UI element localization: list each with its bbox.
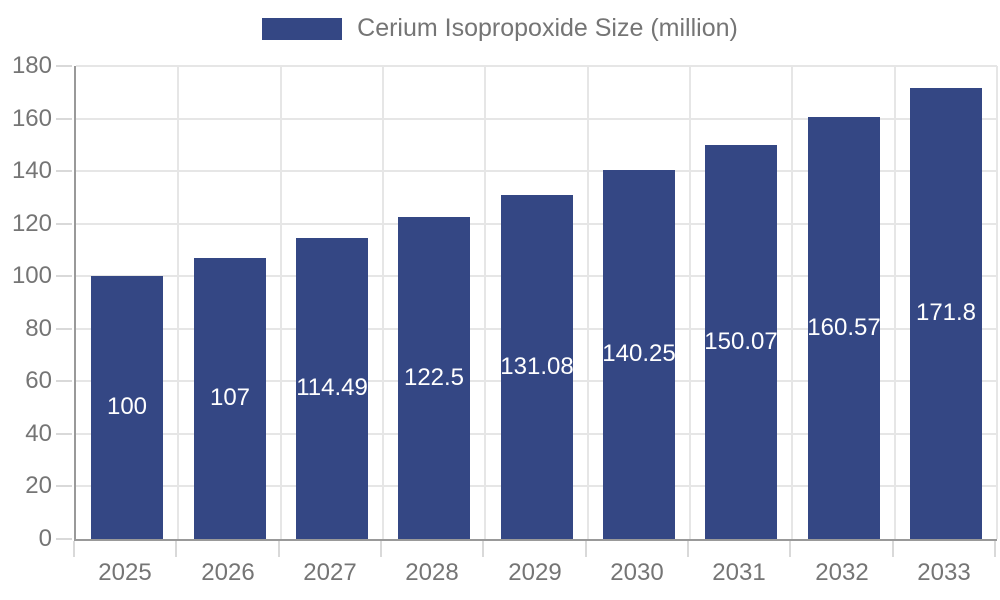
bar-2030[interactable]: 140.25 [602, 170, 676, 539]
y-axis-label: 100 [11, 262, 52, 289]
bar-2027[interactable]: 114.49 [296, 238, 368, 539]
x-axis-label: 2029 [508, 559, 562, 586]
y-axis-tick [56, 65, 72, 67]
x-axis-tick [73, 541, 75, 557]
y-axis-tick [56, 328, 72, 330]
bar-value-label: 122.5 [403, 364, 465, 391]
bar-2025[interactable]: 100 [91, 276, 163, 539]
y-axis-label: 0 [38, 525, 52, 552]
bar-2029[interactable]: 131.08 [500, 195, 574, 539]
y-axis-label: 40 [25, 420, 52, 447]
bar-value-label: 100 [106, 393, 148, 420]
x-axis-tick [994, 541, 996, 557]
x-axis-tick [175, 541, 177, 557]
x-gridline [484, 66, 486, 539]
bar-2026[interactable]: 107 [194, 258, 266, 539]
x-gridline [177, 66, 179, 539]
legend-swatch-icon [262, 17, 343, 40]
x-axis-label: 2031 [712, 559, 766, 586]
legend-label: Cerium Isopropoxide Size (million) [357, 14, 738, 42]
x-axis-label: 2027 [303, 559, 357, 586]
y-axis-label: 60 [25, 367, 52, 394]
x-axis-tick [687, 541, 689, 557]
x-axis-tick [482, 541, 484, 557]
x-axis-label: 2033 [917, 559, 971, 586]
x-axis-tick [585, 541, 587, 557]
y-axis-label: 120 [11, 210, 52, 237]
bar-value-label: 114.49 [296, 374, 368, 401]
x-gridline [382, 66, 384, 539]
x-gridline [280, 66, 282, 539]
x-axis-label: 2028 [405, 559, 459, 586]
y-gridline [76, 65, 997, 67]
x-gridline [894, 66, 896, 539]
y-gridline [76, 118, 997, 120]
y-axis-label: 140 [11, 157, 52, 184]
x-gridline [689, 66, 691, 539]
y-axis-label: 20 [25, 472, 52, 499]
y-axis-tick [56, 380, 72, 382]
bar-2033[interactable]: 171.8 [910, 88, 982, 539]
x-axis-tick [892, 541, 894, 557]
y-axis-label: 180 [11, 52, 52, 79]
x-axis-label: 2025 [98, 559, 152, 586]
y-axis-label: 80 [25, 315, 52, 342]
y-axis-tick [56, 118, 72, 120]
y-gridline [76, 170, 997, 172]
x-axis-label: 2026 [201, 559, 255, 586]
plot-area: 100 107 114.49 122.5 131.08 140.25 150.07 160.5… [74, 65, 998, 541]
bar-value-label: 107 [209, 384, 251, 411]
x-axis-tick [789, 541, 791, 557]
bar-2028[interactable]: 122.5 [398, 217, 470, 539]
y-axis-tick [56, 170, 72, 172]
x-gridline [791, 66, 793, 539]
bar-value-label: 140.25 [602, 340, 676, 367]
y-axis-tick [56, 485, 72, 487]
y-axis-tick [56, 275, 72, 277]
bar-2031[interactable]: 150.07 [704, 145, 778, 539]
x-axis-label: 2030 [610, 559, 664, 586]
bar-value-label: 131.08 [500, 353, 574, 380]
chart-legend[interactable]: Cerium Isopropoxide Size (million) [0, 14, 1000, 43]
bar-value-label: 160.57 [807, 314, 881, 341]
bar-2032[interactable]: 160.57 [807, 117, 881, 539]
x-axis-label: 2032 [815, 559, 869, 586]
bar-value-label: 150.07 [704, 328, 778, 355]
y-axis-tick [56, 433, 72, 435]
y-axis-tick [56, 538, 72, 540]
x-gridline [996, 66, 998, 539]
bar-value-label: 171.8 [915, 299, 977, 326]
y-axis-tick [56, 223, 72, 225]
x-gridline [587, 66, 589, 539]
x-axis-tick [278, 541, 280, 557]
y-axis-label: 160 [11, 105, 52, 132]
x-axis-tick [380, 541, 382, 557]
